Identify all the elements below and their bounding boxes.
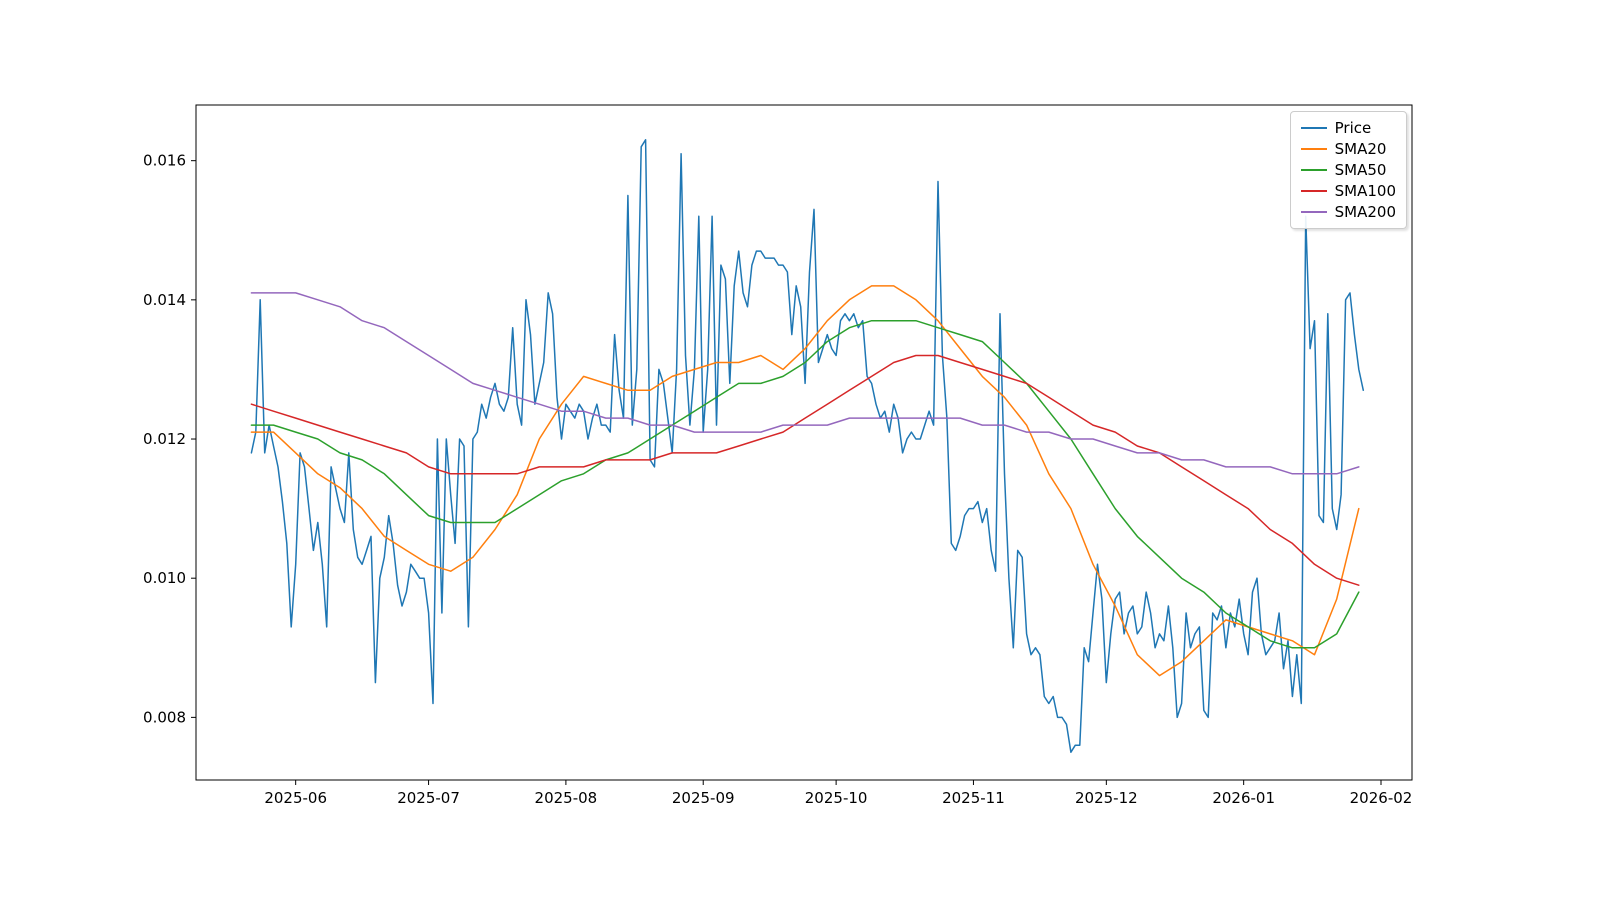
legend-line-swatch [1300,211,1327,213]
legend-line-swatch [1300,127,1327,129]
series-line-sma100 [250,354,1360,586]
legend-item-sma200: SMA200 [1300,203,1396,221]
legend-line-swatch [1300,169,1327,171]
legend-label: SMA200 [1334,203,1396,221]
series-line-price [250,139,1365,753]
legend-item-sma20: SMA20 [1300,140,1396,158]
x-tick-label: 2025-06 [264,789,327,807]
series-line-sma50 [250,319,1360,649]
y-tick-label: 0.016 [143,152,186,170]
legend-item-sma50: SMA50 [1300,161,1396,179]
legend-item-sma100: SMA100 [1300,182,1396,200]
x-tick-label: 2026-02 [1350,789,1413,807]
x-tick-label: 2026-01 [1212,789,1275,807]
legend-label: SMA50 [1334,161,1387,179]
x-tick-label: 2025-12 [1075,789,1138,807]
y-tick-label: 0.012 [143,430,186,448]
x-tick-label: 2025-07 [397,789,460,807]
legend-item-price: Price [1300,119,1396,137]
x-tick-label: 2025-11 [942,789,1005,807]
axes-background [196,105,1412,780]
x-tick-label: 2025-09 [672,789,735,807]
legend-label: SMA100 [1334,182,1396,200]
legend-label: Price [1334,119,1372,137]
y-tick-label: 0.010 [143,569,186,587]
series-line-sma200 [250,292,1360,475]
legend-line-swatch [1300,148,1327,150]
series-line-sma20 [250,285,1360,677]
legend-line-swatch [1300,190,1327,192]
y-tick-label: 0.014 [143,291,186,309]
x-tick-label: 2025-08 [535,789,598,807]
x-tick-label: 2025-10 [805,789,868,807]
legend-label: SMA20 [1334,140,1387,158]
legend: Price SMA20 SMA50 SMA100 SMA200 [1289,111,1407,229]
axes-frame [195,104,1413,781]
y-tick-label: 0.008 [143,708,186,726]
